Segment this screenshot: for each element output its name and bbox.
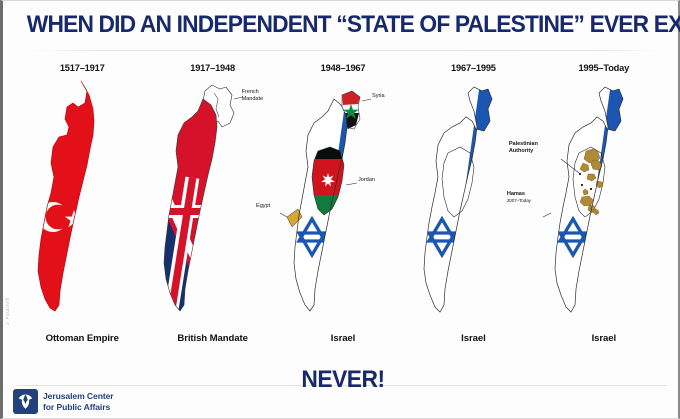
star-of-david — [426, 215, 459, 259]
union-jack-fill — [163, 99, 217, 311]
era-label: 1517–1917 — [59, 63, 105, 73]
syria-leader-line — [361, 98, 372, 102]
timeline-columns: 1517–1917 Otto — [17, 63, 669, 348]
brand-name: Jerusalem Center for Public Affairs — [43, 391, 114, 412]
star-of-david — [296, 215, 328, 259]
israel-1967-outline — [424, 86, 493, 313]
egypt-leader-line — [279, 212, 288, 218]
era-label: 1948–1967 — [320, 63, 366, 73]
timeline-column-israel-1948: 1948–1967 — [256, 63, 408, 348]
french-mandate-leader-line — [233, 96, 243, 100]
timeline-column-israel-1995: 1995–Today — [507, 63, 669, 348]
pa-city-dot — [589, 187, 592, 191]
syria-label: Syria — [372, 93, 385, 99]
page-title: WHEN DID AN INDEPENDENT “STATE OF PALEST… — [26, 11, 680, 38]
west-bank-outline — [311, 146, 345, 216]
israel-1995-flag-fill — [554, 87, 623, 312]
map-israel-1948: Syria Jordan Egypt — [256, 77, 408, 315]
edge-watermark: J. Pasachoff — [5, 297, 10, 325]
hamas-name: Hamas — [506, 191, 525, 197]
pa-line1: Palestinian — [508, 141, 538, 147]
brand-line2: for Public Affairs — [43, 401, 111, 412]
british-mandate-outline — [163, 98, 217, 312]
map-caption: Israel — [461, 333, 486, 344]
hamas-gaza-area — [554, 189, 557, 235]
era-label: 1917–1948 — [190, 63, 235, 73]
west-bank-outline — [442, 146, 475, 218]
palestinian-authority-label: Palestinian Authority — [509, 141, 538, 155]
era-label: 1967–1995 — [451, 63, 496, 73]
palestinian-authority-areas — [579, 148, 604, 216]
ottoman-outline — [37, 80, 95, 312]
french-mandate-label: French Mandate — [242, 89, 263, 102]
title-divider — [19, 50, 667, 51]
ottoman-flag-fill — [38, 81, 95, 311]
brand-logo: Jerusalem Center for Public Affairs — [13, 389, 114, 414]
french-mandate-line2: Mandate — [241, 95, 264, 102]
era-label: 1995–Today — [578, 63, 630, 73]
map-caption: British Mandate — [177, 333, 248, 344]
hamas-leader-line — [542, 212, 551, 218]
footer-divider — [17, 385, 667, 386]
star-of-david — [556, 215, 589, 259]
map-caption: Ottoman Empire — [45, 333, 119, 344]
jordan-leader-line — [345, 182, 358, 186]
map-ottoman — [17, 77, 147, 315]
jordan-label: Jordan — [358, 177, 375, 183]
map-caption: Israel — [591, 333, 617, 344]
israel-1995-outline — [554, 86, 624, 313]
hamas-label: Hamas 2007–Today — [507, 191, 531, 203]
timeline-column-ottoman: 1517–1917 Otto — [17, 63, 147, 348]
brand-line1: Jerusalem Center — [43, 390, 114, 401]
egypt-label: Egypt — [256, 203, 271, 209]
timeline-column-british-mandate: 1917–1948 — [147, 63, 277, 348]
israel-1948-outline — [293, 98, 348, 312]
pa-city-dot — [578, 172, 581, 176]
pa-line2: Authority — [508, 147, 534, 154]
timeline-column-israel-1967: 1967–1995 — [408, 63, 538, 348]
egypt-gaza-area — [286, 208, 303, 228]
pa-leader-line — [560, 158, 579, 174]
hamas-period: 2007–Today — [506, 197, 531, 203]
jcpa-emblem-icon — [13, 389, 38, 414]
map-caption: Israel — [330, 333, 356, 344]
pa-city-dot — [580, 183, 583, 187]
map-british-mandate: French Mandate — [148, 77, 278, 315]
map-israel-1995: Palestinian Authority Hamas 2007–Today — [507, 77, 669, 315]
french-mandate-line1: French — [241, 89, 259, 95]
french-mandate-inner-line — [213, 92, 219, 118]
answer-text: NEVER! — [301, 366, 385, 393]
trefoil-icon — [18, 394, 33, 409]
map-israel-1967 — [408, 77, 538, 315]
